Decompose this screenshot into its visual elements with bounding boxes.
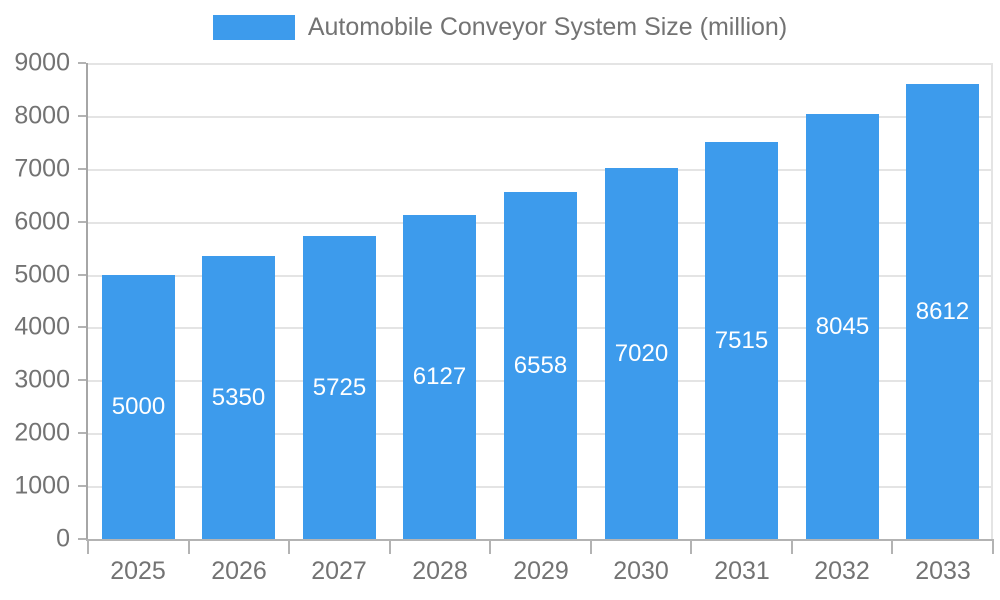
x-axis-label-2032: 2032 bbox=[814, 557, 870, 585]
y-axis-tick-mark bbox=[78, 432, 86, 434]
x-axis-tick-mark bbox=[188, 539, 190, 554]
y-axis-tick-label: 7000 bbox=[14, 154, 70, 183]
gridline-9000 bbox=[88, 63, 993, 65]
gridline-7000 bbox=[88, 169, 993, 171]
y-axis-tick-mark bbox=[78, 485, 86, 487]
x-axis-label-2026: 2026 bbox=[211, 557, 267, 585]
y-axis-tick-label: 3000 bbox=[14, 365, 70, 394]
bar-value-label: 8045 bbox=[815, 312, 870, 340]
bar-2029[interactable]: 6558 bbox=[504, 192, 577, 539]
y-axis-tick-mark bbox=[78, 379, 86, 381]
y-axis-tick-mark bbox=[78, 115, 86, 117]
x-axis-tick-mark bbox=[992, 539, 994, 554]
gridline-8000 bbox=[88, 116, 993, 118]
y-axis-tick-label: 1000 bbox=[14, 471, 70, 500]
x-axis-label-2029: 2029 bbox=[513, 557, 569, 585]
y-axis-tick-mark bbox=[78, 62, 86, 64]
y-axis-tick-mark bbox=[78, 168, 86, 170]
bar-value-label: 5000 bbox=[111, 393, 166, 420]
x-axis-tick-mark bbox=[690, 539, 692, 554]
x-axis-line bbox=[86, 539, 993, 541]
bar-value-label: 7515 bbox=[714, 326, 769, 354]
y-axis-line bbox=[86, 63, 88, 539]
bar-2030[interactable]: 7020 bbox=[605, 168, 678, 539]
y-axis-tick-mark bbox=[78, 326, 86, 328]
bar-2026[interactable]: 5350 bbox=[202, 256, 275, 539]
y-axis-tick-label: 8000 bbox=[14, 101, 70, 130]
x-axis-label-2028: 2028 bbox=[412, 557, 468, 585]
y-axis-tick-mark bbox=[78, 538, 86, 540]
bar-value-label: 5350 bbox=[211, 383, 266, 411]
bar-2027[interactable]: 5725 bbox=[303, 236, 376, 539]
x-axis-label-2030: 2030 bbox=[613, 557, 669, 585]
y-axis-tick-label: 2000 bbox=[14, 418, 70, 447]
legend-swatch-icon bbox=[212, 15, 295, 40]
bar-2033[interactable]: 8612 bbox=[906, 84, 979, 539]
x-axis-tick-mark bbox=[389, 539, 391, 554]
bar-value-label: 8612 bbox=[915, 297, 970, 325]
x-axis-label-2033: 2033 bbox=[915, 557, 971, 585]
bar-value-label: 7020 bbox=[614, 339, 669, 367]
bar-2032[interactable]: 8045 bbox=[806, 114, 879, 539]
bar-value-label: 6127 bbox=[412, 363, 467, 390]
bar-value-label: 6558 bbox=[513, 351, 568, 379]
x-axis-label-2031: 2031 bbox=[714, 557, 770, 585]
x-axis-label-2025: 2025 bbox=[110, 557, 166, 585]
x-axis-tick-mark bbox=[791, 539, 793, 554]
x-axis-tick-mark bbox=[590, 539, 592, 554]
legend-label: Automobile Conveyor System Size (million… bbox=[307, 13, 788, 41]
y-axis-tick-mark bbox=[78, 274, 86, 276]
bar-2028[interactable]: 6127 bbox=[403, 215, 476, 539]
y-axis-tick-label: 5000 bbox=[14, 260, 70, 289]
y-axis-tick-mark bbox=[78, 221, 86, 223]
x-axis-tick-mark bbox=[891, 539, 893, 554]
bar-2025[interactable]: 5000 bbox=[102, 275, 175, 539]
plot-area: 5000 5350 5725 6127 6558 7020 7515 8045 8612 bbox=[86, 63, 993, 541]
x-axis-tick-mark bbox=[87, 539, 89, 554]
bar-2031[interactable]: 7515 bbox=[705, 142, 778, 539]
x-axis-label-2027: 2027 bbox=[311, 557, 367, 585]
y-axis-tick-label: 0 bbox=[56, 524, 70, 553]
y-axis-tick-label: 6000 bbox=[14, 207, 70, 236]
y-axis-tick-label: 9000 bbox=[14, 48, 70, 77]
plot-right-border bbox=[991, 63, 993, 539]
legend-item[interactable]: Automobile Conveyor System Size (million… bbox=[0, 15, 1000, 40]
y-axis-tick-label: 4000 bbox=[14, 312, 70, 341]
bar-value-label: 5725 bbox=[312, 373, 367, 401]
x-axis-tick-mark bbox=[288, 539, 290, 554]
x-axis-tick-mark bbox=[489, 539, 491, 554]
